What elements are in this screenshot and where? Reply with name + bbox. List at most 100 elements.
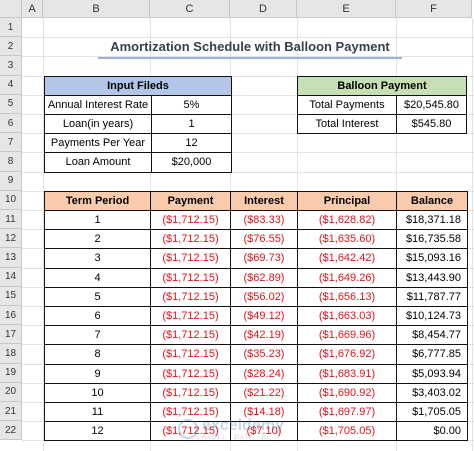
schedule-cell[interactable]: ($1,656.13) xyxy=(297,286,397,307)
input-label[interactable]: Loan Amount xyxy=(44,152,152,173)
schedule-cell[interactable]: ($7.10) xyxy=(230,421,298,442)
schedule-cell[interactable]: ($21.22) xyxy=(230,382,298,403)
schedule-cell[interactable]: $1,705.05 xyxy=(396,402,468,423)
schedule-cell[interactable]: $18,371.18 xyxy=(396,210,468,231)
schedule-cell[interactable]: $11,787.77 xyxy=(396,286,468,307)
row-header-17[interactable]: 17 xyxy=(0,325,22,345)
row-header-3[interactable]: 3 xyxy=(0,56,22,76)
row-header-22[interactable]: 22 xyxy=(0,421,22,441)
schedule-cell[interactable]: $5,093.94 xyxy=(396,363,468,384)
schedule-cell[interactable]: 2 xyxy=(44,229,151,250)
row-header-21[interactable]: 21 xyxy=(0,402,22,422)
schedule-header-3[interactable]: Principal xyxy=(297,190,397,211)
schedule-cell[interactable]: ($62.89) xyxy=(230,267,298,288)
schedule-cell[interactable]: ($1,712.15) xyxy=(150,382,231,403)
schedule-cell[interactable]: $0.00 xyxy=(396,421,468,442)
schedule-cell[interactable]: $13,443.90 xyxy=(396,267,468,288)
row-header-13[interactable]: 13 xyxy=(0,248,22,268)
column-header-e[interactable]: E xyxy=(297,0,396,18)
row-header-10[interactable]: 10 xyxy=(0,190,22,210)
row-header-16[interactable]: 16 xyxy=(0,306,22,326)
input-label[interactable]: Annual Interest Rate xyxy=(44,94,152,115)
schedule-cell[interactable]: ($83.33) xyxy=(230,210,298,231)
column-header-d[interactable]: D xyxy=(230,0,297,18)
schedule-cell[interactable]: 5 xyxy=(44,286,151,307)
balloon-value[interactable]: $545.80 xyxy=(396,114,467,135)
schedule-cell[interactable]: ($1,712.15) xyxy=(150,248,231,269)
schedule-cell[interactable]: ($1,683.91) xyxy=(297,363,397,384)
balloon-value[interactable]: $20,545.80 xyxy=(396,94,467,115)
schedule-cell[interactable]: ($1,690.92) xyxy=(297,382,397,403)
schedule-cell[interactable]: ($42.19) xyxy=(230,325,298,346)
schedule-cell[interactable]: ($28.24) xyxy=(230,363,298,384)
schedule-cell[interactable]: ($1,649.26) xyxy=(297,267,397,288)
schedule-cell[interactable]: ($1,705.05) xyxy=(297,421,397,442)
row-header-2[interactable]: 2 xyxy=(0,37,22,57)
schedule-cell[interactable]: ($49.12) xyxy=(230,306,298,327)
schedule-cell[interactable]: $10,124.73 xyxy=(396,306,468,327)
schedule-cell[interactable]: ($35.23) xyxy=(230,344,298,365)
schedule-header-1[interactable]: Payment xyxy=(150,190,231,211)
input-value[interactable]: 12 xyxy=(151,133,232,154)
schedule-cell[interactable]: ($1,712.15) xyxy=(150,286,231,307)
row-header-15[interactable]: 15 xyxy=(0,286,22,306)
row-header-5[interactable]: 5 xyxy=(0,94,22,114)
schedule-cell[interactable]: $15,093.16 xyxy=(396,248,468,269)
schedule-cell[interactable]: $16,735.58 xyxy=(396,229,468,250)
row-header-11[interactable]: 11 xyxy=(0,210,22,230)
input-value[interactable]: 5% xyxy=(151,94,232,115)
row-header-12[interactable]: 12 xyxy=(0,229,22,249)
schedule-cell[interactable]: ($1,712.15) xyxy=(150,267,231,288)
schedule-cell[interactable]: 8 xyxy=(44,344,151,365)
schedule-cell[interactable]: ($1,663.03) xyxy=(297,306,397,327)
schedule-cell[interactable]: 9 xyxy=(44,363,151,384)
schedule-cell[interactable]: ($14.18) xyxy=(230,402,298,423)
schedule-cell[interactable]: ($1,635.60) xyxy=(297,229,397,250)
input-value[interactable]: $20,000 xyxy=(151,152,232,173)
schedule-cell[interactable]: $8,454.77 xyxy=(396,325,468,346)
row-header-1[interactable]: 1 xyxy=(0,18,22,38)
column-header-f[interactable]: F xyxy=(396,0,472,18)
column-header-a[interactable]: A xyxy=(22,0,43,18)
schedule-cell[interactable]: ($1,712.15) xyxy=(150,402,231,423)
schedule-cell[interactable]: $6,777.85 xyxy=(396,344,468,365)
schedule-cell[interactable]: 1 xyxy=(44,210,151,231)
select-all-corner[interactable] xyxy=(0,0,22,18)
schedule-cell[interactable]: 4 xyxy=(44,267,151,288)
schedule-cell[interactable]: ($1,712.15) xyxy=(150,229,231,250)
input-value[interactable]: 1 xyxy=(151,114,232,135)
schedule-cell[interactable]: 6 xyxy=(44,306,151,327)
schedule-cell[interactable]: ($1,642.42) xyxy=(297,248,397,269)
schedule-cell[interactable]: 3 xyxy=(44,248,151,269)
column-header-b[interactable]: B xyxy=(43,0,150,18)
schedule-cell[interactable]: ($69.73) xyxy=(230,248,298,269)
row-header-8[interactable]: 8 xyxy=(0,152,22,172)
balloon-label[interactable]: Total Payments xyxy=(297,94,397,115)
row-header-14[interactable]: 14 xyxy=(0,267,22,287)
schedule-cell[interactable]: 10 xyxy=(44,382,151,403)
schedule-cell[interactable]: ($1,712.15) xyxy=(150,306,231,327)
input-label[interactable]: Payments Per Year xyxy=(44,133,152,154)
schedule-cell[interactable]: 12 xyxy=(44,421,151,442)
schedule-header-4[interactable]: Balance xyxy=(396,190,468,211)
schedule-cell[interactable]: ($1,712.15) xyxy=(150,421,231,442)
input-header[interactable]: Input Fileds xyxy=(44,75,232,96)
row-header-20[interactable]: 20 xyxy=(0,382,22,402)
schedule-cell[interactable]: ($1,712.15) xyxy=(150,210,231,231)
input-label[interactable]: Loan(in years) xyxy=(44,114,152,135)
schedule-header-2[interactable]: Interest xyxy=(230,190,298,211)
schedule-cell[interactable]: ($56.02) xyxy=(230,286,298,307)
row-header-7[interactable]: 7 xyxy=(0,133,22,153)
row-header-18[interactable]: 18 xyxy=(0,344,22,364)
balloon-header[interactable]: Balloon Payment xyxy=(297,75,467,96)
schedule-cell[interactable]: ($1,712.15) xyxy=(150,325,231,346)
schedule-cell[interactable]: ($76.55) xyxy=(230,229,298,250)
row-header-19[interactable]: 19 xyxy=(0,363,22,383)
schedule-cell[interactable]: ($1,712.15) xyxy=(150,344,231,365)
column-header-c[interactable]: C xyxy=(150,0,230,18)
schedule-cell[interactable]: ($1,628.82) xyxy=(297,210,397,231)
schedule-cell[interactable]: 11 xyxy=(44,402,151,423)
schedule-cell[interactable]: ($1,669.96) xyxy=(297,325,397,346)
schedule-header-0[interactable]: Term Period xyxy=(44,190,151,211)
schedule-cell[interactable]: ($1,712.15) xyxy=(150,363,231,384)
